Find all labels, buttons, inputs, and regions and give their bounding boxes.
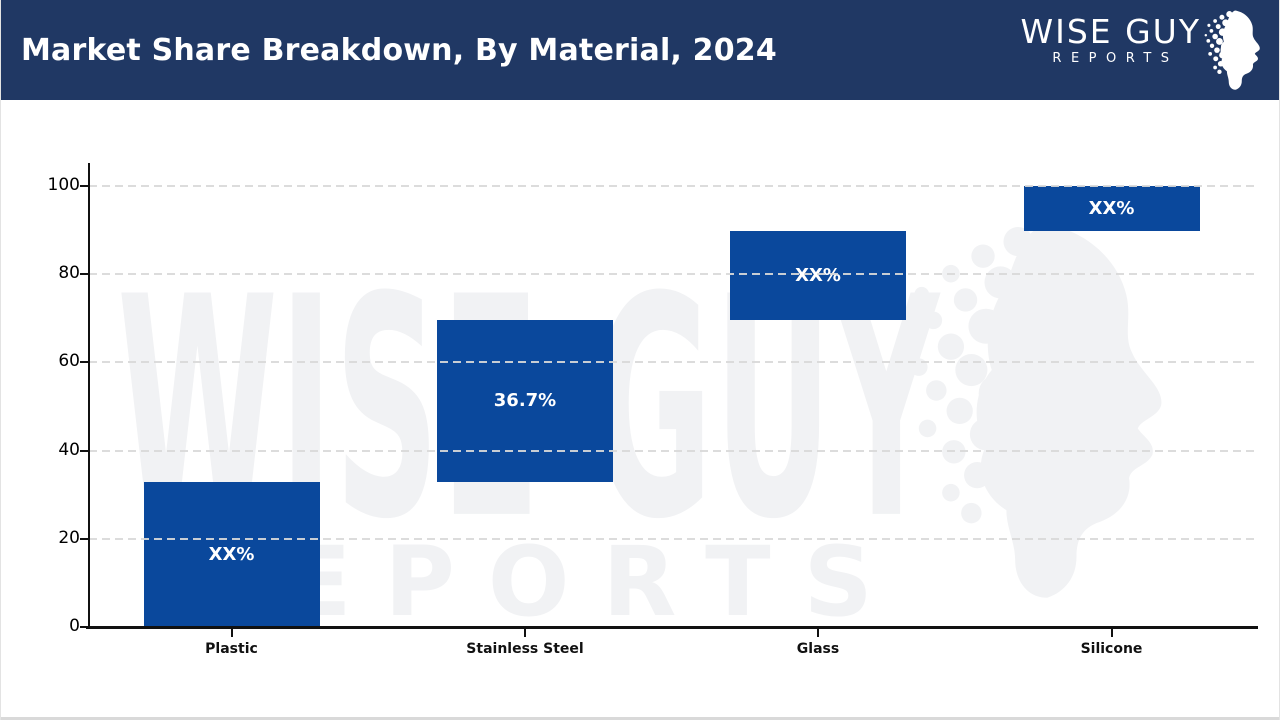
y-tick-label-60: 60 [58,351,80,372]
y-tick-label-0: 0 [69,616,80,636]
y-tick-label-20: 20 [58,527,80,548]
gridline-20 [89,537,1257,540]
bar-value-label-plastic: XX% [208,543,255,565]
y-tick-60 [80,361,88,364]
gridline-100 [89,185,1257,187]
bar-plastic: XX% [143,481,320,627]
x-tick-plastic [230,629,233,637]
y-axis-spine [88,163,90,629]
logo-subtitle: REPORTS [1052,51,1179,67]
y-tick-20 [80,537,88,540]
y-tick-label-40: 40 [58,439,80,460]
bar-value-label-silicone: XX% [1088,198,1135,220]
header-bar: Market Share Breakdown, By Material, 202… [1,0,1279,100]
bar-value-label-glass: XX% [795,265,841,287]
x-axis-label-silicone: Silicone [1080,641,1143,657]
bottom-border [1,717,1279,720]
wiseguy-head-icon [1204,10,1260,90]
gridline-60 [89,361,1257,364]
x-tick-silicone [1110,629,1113,637]
wiseguy-logo: WISE GUY REPORTS [1020,12,1201,67]
y-tick-label-100: 100 [47,175,80,195]
logo-wordmark: WISE GUY [1020,12,1201,51]
bar-glass: XX% [730,231,906,321]
y-tick-100 [80,185,88,187]
y-tick-80 [80,273,88,276]
bar-silicone: XX% [1023,186,1200,232]
y-tick-0 [80,626,88,628]
bar-stainless-steel: 36.7% [437,320,613,482]
x-axis-label-stainless-steel: Stainless Steel [466,641,584,657]
x-tick-glass [817,629,819,637]
bar-value-label-stainless-steel: 36.7% [493,390,557,412]
x-axis-label-glass: Glass [796,641,840,657]
x-axis-spine [86,626,1258,629]
gridline-80 [89,273,1257,276]
gridline-40 [89,449,1257,452]
y-tick-40 [80,449,88,452]
y-tick-label-80: 80 [58,263,80,284]
x-tick-stainless-steel [524,629,526,637]
x-axis-label-plastic: Plastic [205,641,258,657]
page-title: Market Share Breakdown, By Material, 202… [21,32,777,68]
